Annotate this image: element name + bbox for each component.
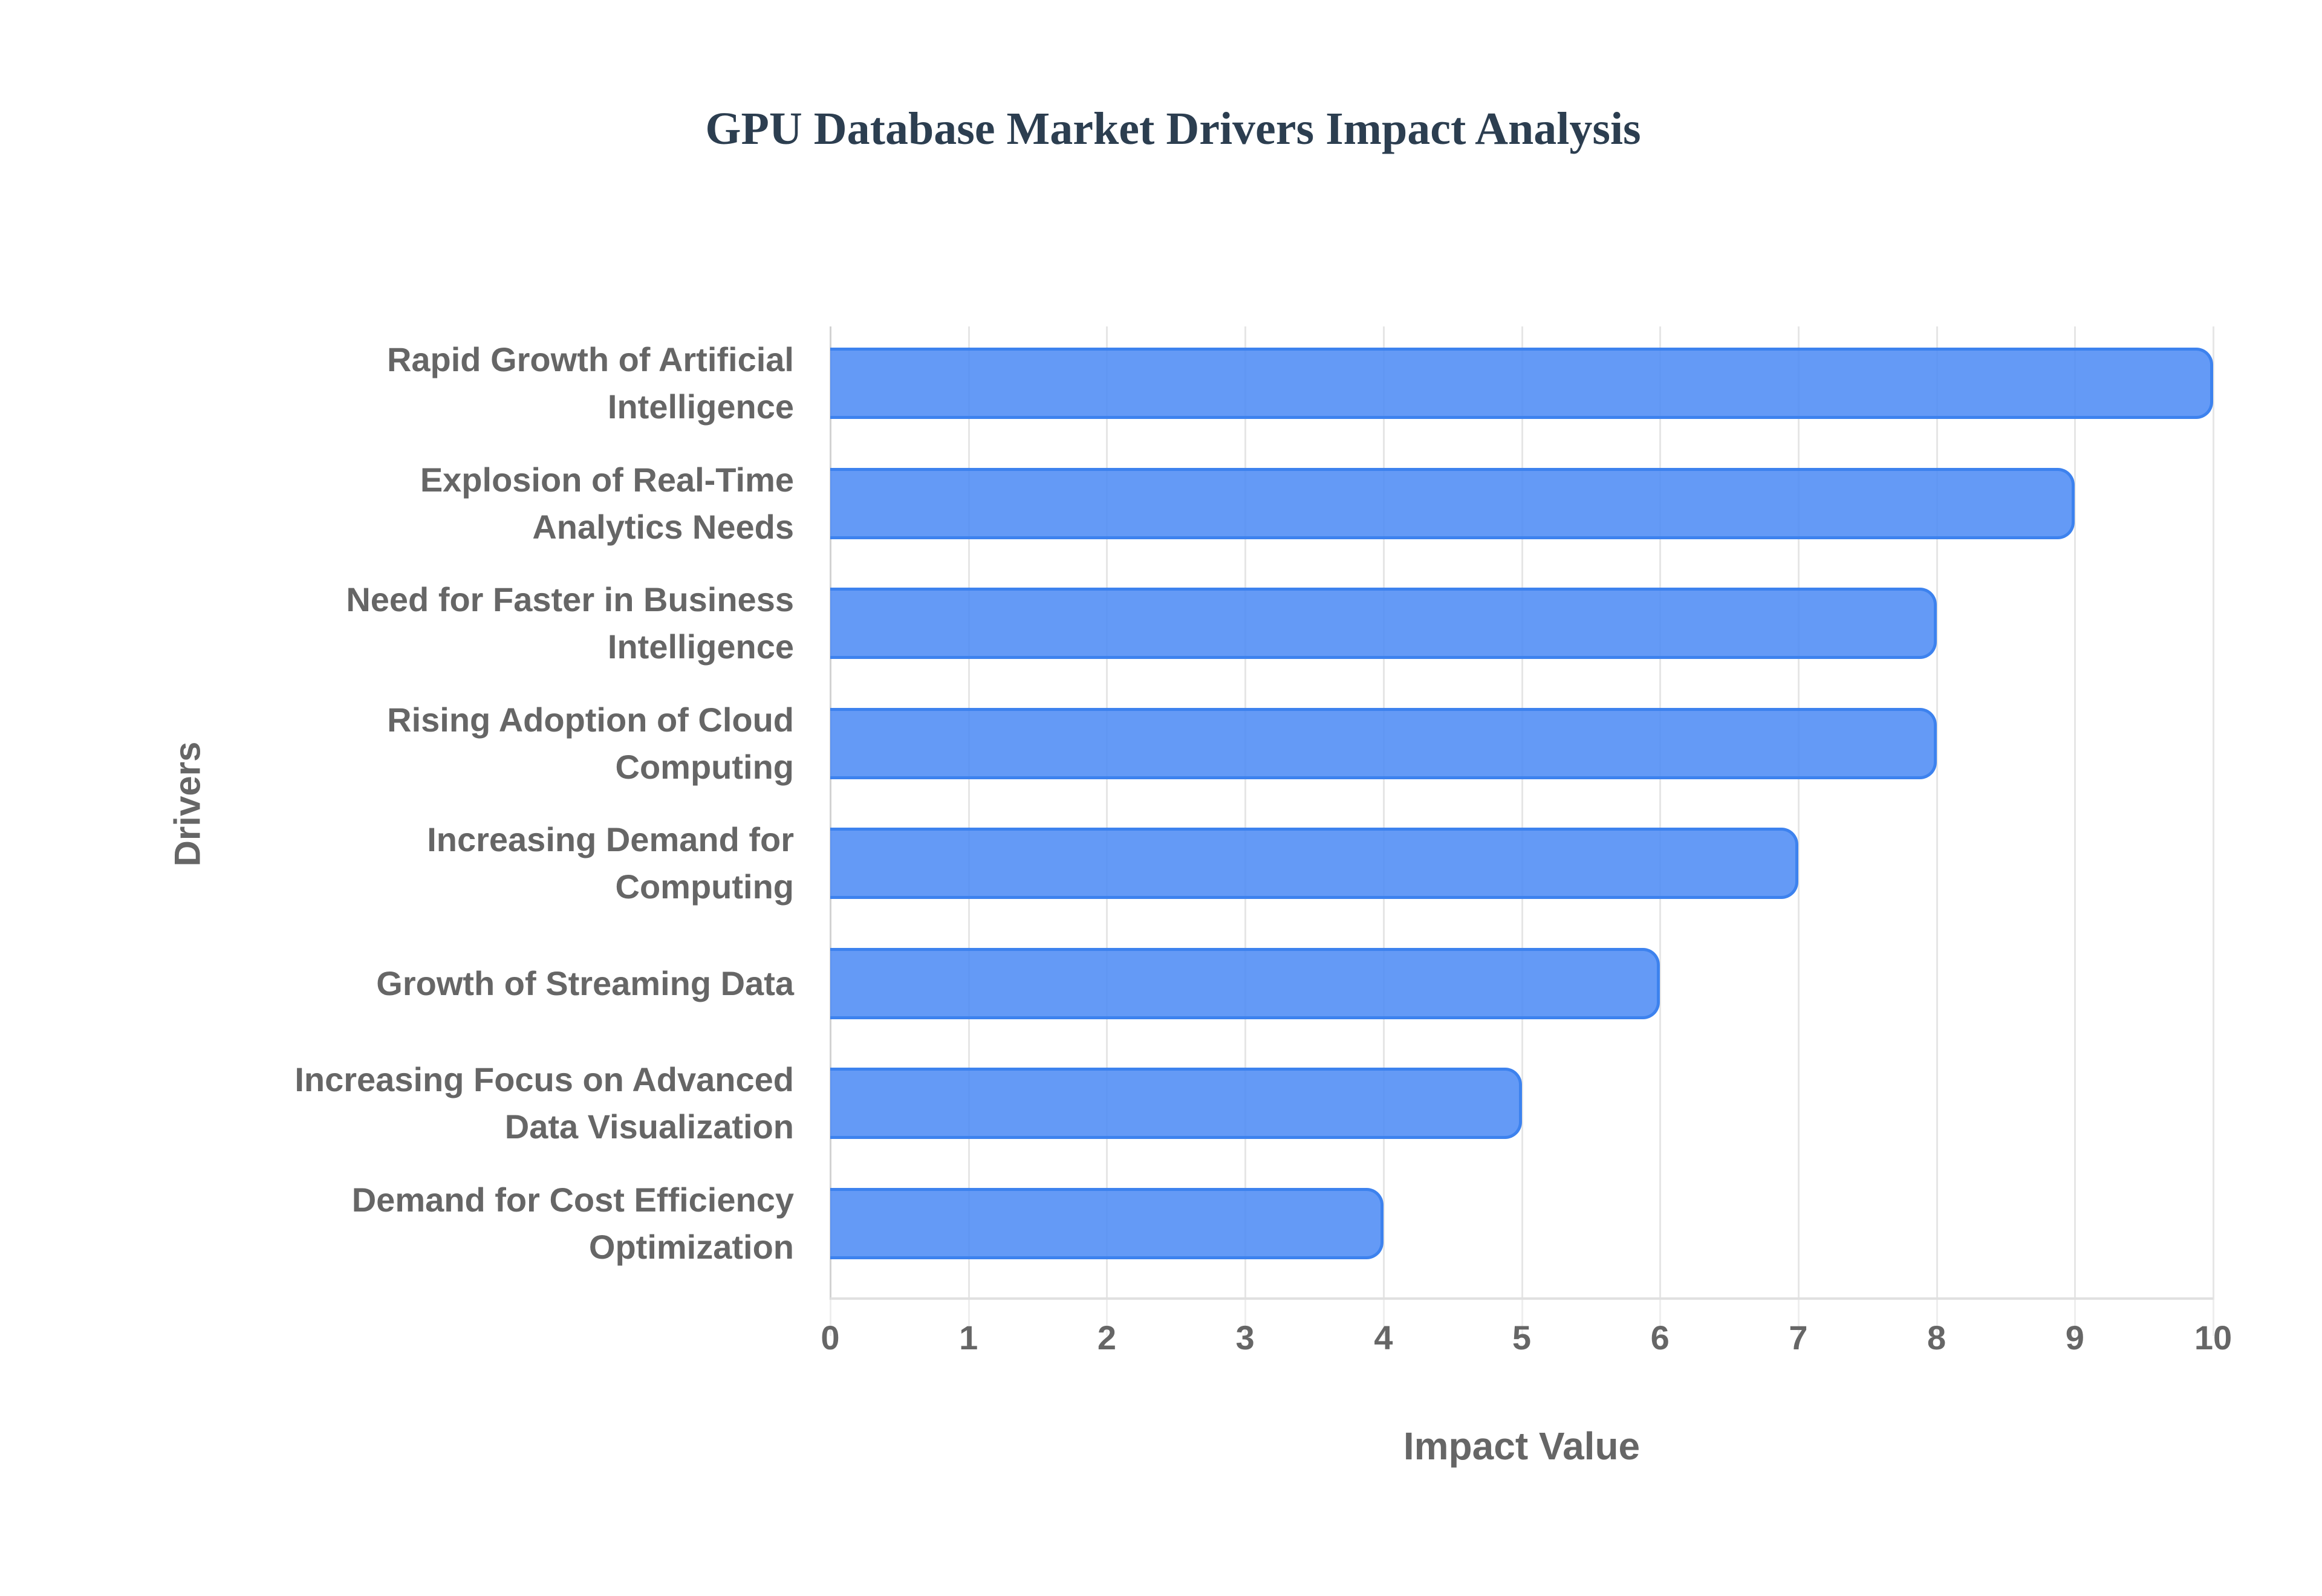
category-label-line: Data Visualization	[504, 1108, 794, 1146]
chart-title: GPU Database Market Drivers Impact Analy…	[705, 103, 1641, 154]
x-tick-label: 1	[959, 1319, 978, 1357]
category-label: Growth of Streaming Data	[129, 960, 794, 1007]
tick-mark	[2213, 1300, 2214, 1336]
category-label: Rising Adoption of Cloud Computing	[129, 696, 794, 791]
gridline	[1659, 326, 1662, 1300]
category-label-line: Demand for Cost Efficiency	[351, 1180, 794, 1219]
plot-area	[830, 326, 2214, 1336]
gridline	[968, 326, 970, 1300]
category-label-line: Intelligence	[607, 388, 794, 426]
gridline	[1521, 326, 1523, 1300]
category-label: Rapid Growth of Artificial Intelligence	[129, 336, 794, 430]
tick-mark	[1659, 1300, 1662, 1336]
category-label-line: Intelligence	[607, 628, 794, 666]
category-label: Explosion of Real-Time Analytics Needs	[129, 456, 794, 551]
bar[interactable]	[830, 348, 2213, 419]
gridline	[1106, 326, 1108, 1300]
bar[interactable]	[830, 1068, 1522, 1139]
tick-mark	[1521, 1300, 1523, 1336]
category-label-line: Need for Faster in Business	[346, 580, 794, 618]
x-tick-label: 5	[1512, 1319, 1532, 1357]
x-axis-label: Impact Value	[1403, 1424, 1641, 1468]
category-label-line: Computing	[615, 747, 794, 786]
tick-mark	[1382, 1300, 1385, 1336]
category-label: Demand for Cost Efficiency Optimization	[129, 1176, 794, 1271]
gridline	[1382, 326, 1385, 1300]
category-label-line: Increasing Focus on Advanced	[294, 1060, 794, 1098]
bar[interactable]	[830, 947, 1660, 1019]
category-label-line: Analytics Needs	[532, 507, 794, 546]
category-label-line: Rising Adoption of Cloud	[387, 700, 794, 739]
gridline	[2074, 326, 2076, 1300]
category-label-line: Optimization	[588, 1227, 794, 1266]
x-axis-line	[830, 1297, 2213, 1300]
x-tick-label: 7	[1789, 1319, 1808, 1357]
category-label-line: Explosion of Real-Time	[420, 460, 794, 499]
category-label: Need for Faster in Business Intelligence	[129, 576, 794, 670]
x-tick-label: 4	[1374, 1319, 1393, 1357]
tick-mark	[968, 1300, 970, 1336]
gridline	[1244, 326, 1247, 1300]
gridline	[2213, 326, 2214, 1300]
tick-mark	[1244, 1300, 1247, 1336]
x-tick-label: 6	[1650, 1319, 1670, 1357]
bar[interactable]	[830, 707, 1937, 779]
x-tick-label: 8	[1927, 1319, 1946, 1357]
bar[interactable]	[830, 828, 1798, 899]
gridline	[830, 326, 831, 1300]
category-label-line: Growth of Streaming Data	[376, 964, 794, 1002]
category-label-line: Rapid Growth of Artificial	[386, 340, 794, 378]
category-label: Increasing Focus on Advanced Data Visuali…	[129, 1056, 794, 1150]
tick-mark	[1106, 1300, 1108, 1336]
category-label-line: Increasing Demand for	[427, 820, 794, 858]
bar[interactable]	[830, 1187, 1384, 1259]
x-tick-label: 3	[1235, 1319, 1255, 1357]
x-tick-label: 9	[2065, 1319, 2084, 1357]
tick-mark	[1936, 1300, 1938, 1336]
tick-mark	[1797, 1300, 1800, 1336]
gridline	[1797, 326, 1800, 1300]
x-tick-label: 2	[1097, 1319, 1116, 1357]
x-tick-label: 0	[821, 1319, 840, 1357]
category-label-line: Computing	[615, 868, 794, 906]
gridline	[1936, 326, 1938, 1300]
bar[interactable]	[830, 588, 1937, 659]
bar[interactable]	[830, 467, 2075, 539]
tick-mark	[2074, 1300, 2076, 1336]
category-label: Increasing Demand for Computing	[129, 816, 794, 910]
tick-mark	[830, 1300, 831, 1336]
x-tick-label: 10	[2194, 1319, 2233, 1357]
